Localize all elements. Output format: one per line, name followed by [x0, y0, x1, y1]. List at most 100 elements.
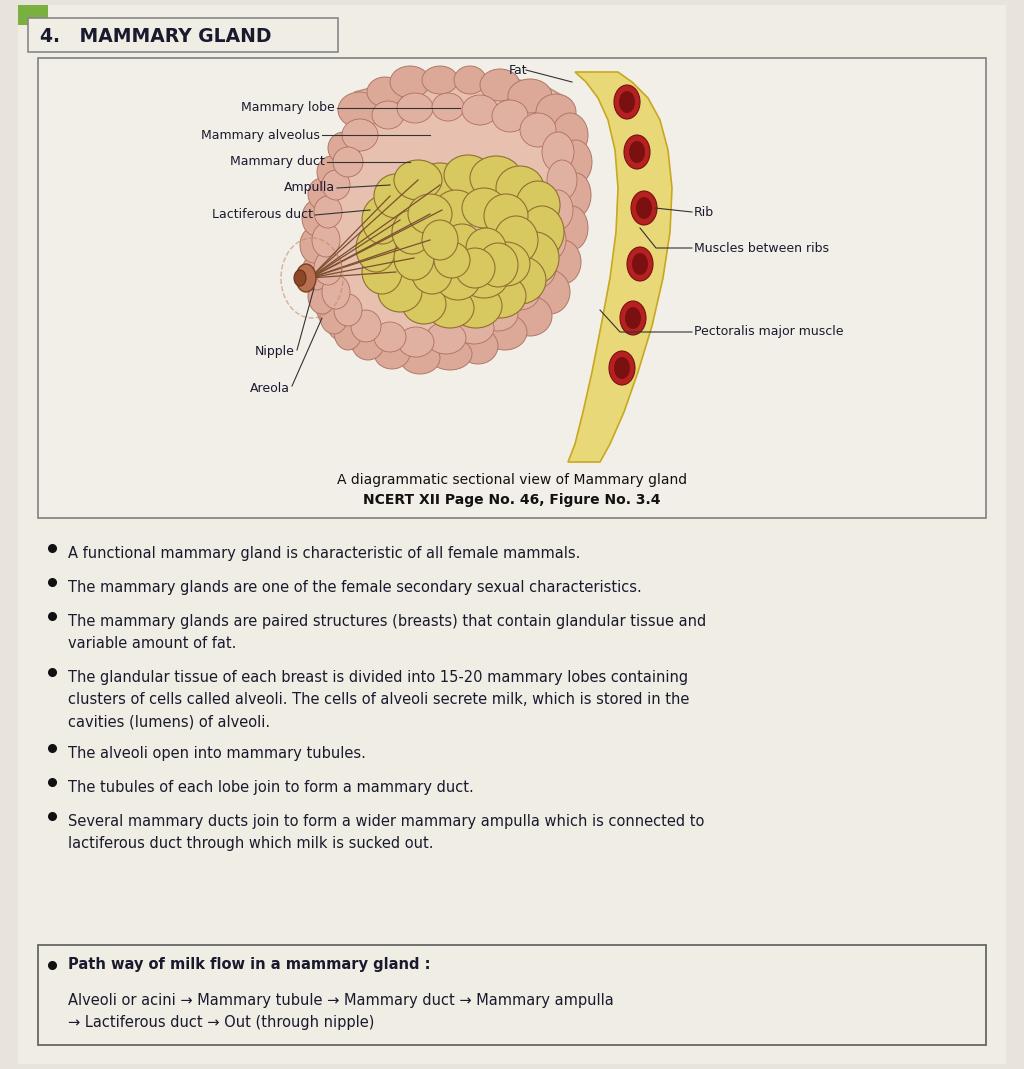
Ellipse shape: [543, 190, 573, 230]
Ellipse shape: [466, 228, 506, 268]
Ellipse shape: [308, 278, 336, 314]
Ellipse shape: [308, 179, 336, 210]
Ellipse shape: [397, 93, 433, 123]
Ellipse shape: [296, 264, 316, 292]
Ellipse shape: [636, 197, 652, 219]
Ellipse shape: [625, 307, 641, 329]
Text: The glandular tissue of each breast is divided into 15-20 mammary lobes containi: The glandular tissue of each breast is d…: [68, 670, 689, 729]
Ellipse shape: [362, 250, 402, 294]
Ellipse shape: [620, 301, 646, 335]
Ellipse shape: [542, 131, 574, 172]
Ellipse shape: [545, 241, 581, 284]
Ellipse shape: [556, 206, 588, 250]
Ellipse shape: [552, 113, 588, 157]
Text: Areola: Areola: [250, 382, 290, 394]
Ellipse shape: [372, 100, 404, 129]
Text: 4.   MAMMARY GLAND: 4. MAMMARY GLAND: [40, 27, 271, 46]
Ellipse shape: [508, 79, 552, 113]
Ellipse shape: [319, 298, 348, 334]
Ellipse shape: [302, 200, 330, 236]
FancyBboxPatch shape: [28, 18, 338, 52]
Ellipse shape: [374, 337, 410, 369]
Ellipse shape: [474, 274, 526, 317]
Ellipse shape: [520, 206, 564, 258]
Ellipse shape: [362, 196, 402, 244]
Ellipse shape: [483, 314, 527, 350]
FancyBboxPatch shape: [18, 5, 48, 25]
Ellipse shape: [412, 254, 452, 294]
Text: NCERT XII Page No. 46, Figure No. 3.4: NCERT XII Page No. 46, Figure No. 3.4: [364, 493, 660, 507]
Text: Muscles between ribs: Muscles between ribs: [694, 242, 829, 254]
Polygon shape: [310, 76, 578, 356]
Ellipse shape: [454, 66, 486, 94]
Ellipse shape: [400, 342, 440, 374]
Ellipse shape: [455, 248, 495, 288]
Ellipse shape: [614, 86, 640, 119]
Ellipse shape: [322, 170, 350, 200]
Ellipse shape: [398, 327, 434, 357]
Text: A functional mammary gland is characteristic of all female mammals.: A functional mammary gland is characteri…: [68, 546, 581, 561]
Ellipse shape: [494, 216, 538, 264]
Text: The mammary glands are paired structures (breasts) that contain glandular tissue: The mammary glands are paired structures…: [68, 614, 707, 651]
Ellipse shape: [394, 236, 434, 280]
Ellipse shape: [300, 227, 328, 263]
Ellipse shape: [392, 210, 432, 254]
Ellipse shape: [627, 247, 653, 281]
Text: Lactiferous duct: Lactiferous duct: [212, 208, 313, 221]
Ellipse shape: [314, 251, 342, 285]
Text: The tubules of each lobe join to form a mammary duct.: The tubules of each lobe join to form a …: [68, 780, 474, 795]
Ellipse shape: [450, 284, 502, 328]
Ellipse shape: [408, 193, 452, 234]
Ellipse shape: [444, 155, 492, 195]
Ellipse shape: [520, 113, 556, 148]
Ellipse shape: [436, 260, 480, 300]
Ellipse shape: [478, 297, 518, 331]
Ellipse shape: [434, 190, 478, 230]
Text: Alveoli or acini → Mammary tubule → Mammary duct → Mammary ampulla: Alveoli or acini → Mammary tubule → Mamm…: [68, 993, 613, 1008]
Ellipse shape: [314, 196, 342, 228]
Ellipse shape: [367, 77, 403, 107]
Text: Mammary alveolus: Mammary alveolus: [201, 128, 319, 141]
Ellipse shape: [460, 258, 508, 298]
Ellipse shape: [536, 94, 575, 130]
Text: Mammary duct: Mammary duct: [230, 155, 325, 169]
Ellipse shape: [356, 224, 396, 272]
Text: The mammary glands are one of the female secondary sexual characteristics.: The mammary glands are one of the female…: [68, 580, 642, 595]
Ellipse shape: [462, 188, 506, 228]
Ellipse shape: [402, 284, 446, 324]
Ellipse shape: [378, 272, 422, 312]
Ellipse shape: [454, 312, 494, 344]
Ellipse shape: [632, 253, 648, 275]
Ellipse shape: [422, 220, 458, 260]
FancyBboxPatch shape: [18, 5, 1006, 1064]
Ellipse shape: [426, 288, 474, 328]
Ellipse shape: [294, 270, 306, 286]
Ellipse shape: [394, 160, 442, 200]
Ellipse shape: [470, 156, 522, 200]
Text: Nipple: Nipple: [255, 345, 295, 358]
Ellipse shape: [338, 92, 382, 128]
Ellipse shape: [629, 141, 645, 162]
Ellipse shape: [496, 166, 544, 210]
Ellipse shape: [426, 322, 466, 354]
Text: → Lactiferous duct → Out (through nipple): → Lactiferous duct → Out (through nipple…: [68, 1014, 375, 1031]
Ellipse shape: [561, 173, 591, 217]
Text: Ampulla: Ampulla: [284, 182, 335, 195]
Ellipse shape: [631, 191, 657, 224]
Ellipse shape: [492, 100, 528, 131]
Ellipse shape: [500, 274, 540, 310]
Text: Several mammary ducts join to form a wider mammary ampulla which is connected to: Several mammary ducts join to form a wid…: [68, 814, 705, 851]
Text: The alveoli open into mammary tubules.: The alveoli open into mammary tubules.: [68, 746, 366, 761]
Ellipse shape: [434, 242, 470, 278]
Ellipse shape: [328, 131, 360, 164]
Ellipse shape: [494, 255, 546, 304]
Ellipse shape: [414, 162, 466, 207]
Ellipse shape: [547, 160, 577, 200]
Ellipse shape: [432, 93, 464, 121]
Text: A diagrammatic sectional view of Mammary gland: A diagrammatic sectional view of Mammary…: [337, 472, 687, 487]
Text: Fat: Fat: [509, 63, 527, 77]
Ellipse shape: [317, 156, 347, 188]
Text: Rib: Rib: [694, 205, 714, 218]
Ellipse shape: [511, 232, 559, 284]
Ellipse shape: [609, 351, 635, 385]
